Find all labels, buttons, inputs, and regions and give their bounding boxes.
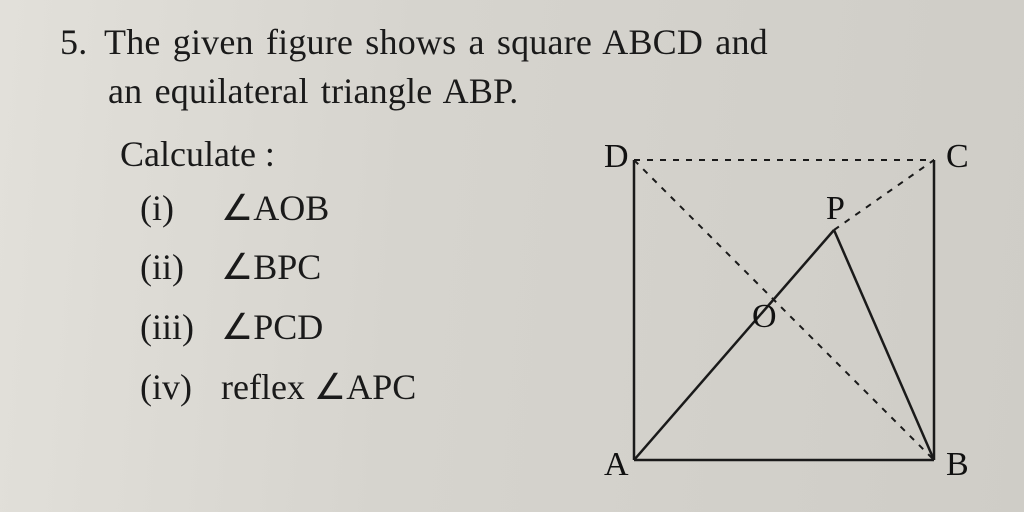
question-text-1: The given figure shows a square ABCD and bbox=[104, 22, 768, 62]
item-3-text: ∠PCD bbox=[221, 307, 323, 347]
segment-AP bbox=[634, 230, 834, 460]
item-4-roman: (iv) bbox=[140, 369, 212, 407]
item-2-text: ∠BPC bbox=[221, 247, 321, 287]
item-1-text: ∠AOB bbox=[221, 188, 329, 228]
label-C: C bbox=[946, 138, 969, 176]
label-A: A bbox=[604, 446, 629, 484]
question-line-2: an equilateral triangle ABP. bbox=[108, 67, 980, 116]
page: 5.The given figure shows a square ABCD a… bbox=[0, 0, 1024, 512]
diagonal-DB bbox=[634, 160, 934, 460]
figure-svg bbox=[574, 130, 994, 490]
item-2-roman: (ii) bbox=[140, 249, 212, 287]
item-1-roman: (i) bbox=[140, 190, 212, 228]
label-B: B bbox=[946, 446, 969, 484]
item-4-text: reflex ∠APC bbox=[221, 367, 416, 407]
segment-BP bbox=[834, 230, 934, 460]
label-D: D bbox=[604, 138, 629, 176]
segment-PC bbox=[834, 160, 934, 230]
question-line-1: 5.The given figure shows a square ABCD a… bbox=[60, 18, 980, 67]
question-text-2: an equilateral triangle ABP. bbox=[108, 71, 519, 111]
question-number: 5. bbox=[60, 18, 104, 67]
geometry-figure: D C A B P O bbox=[574, 130, 994, 490]
label-O: O bbox=[752, 298, 777, 336]
item-3-roman: (iii) bbox=[140, 309, 212, 347]
label-P: P bbox=[826, 190, 845, 228]
